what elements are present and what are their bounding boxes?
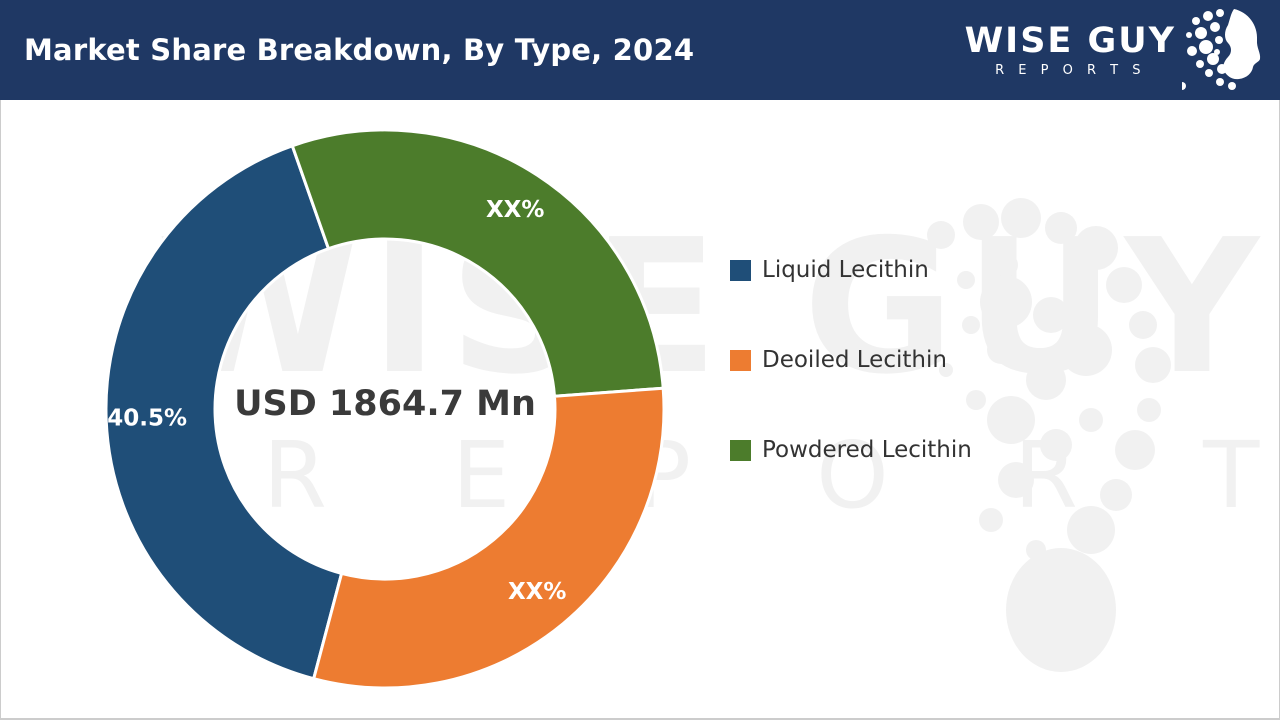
legend-item-deoiled-lecithin: Deoiled Lecithin (730, 347, 972, 373)
wise-guy-logo: WISE GUY R E P O R T S (965, 7, 1262, 93)
legend-swatch-deoiled-lecithin (730, 349, 751, 371)
watermark-head-icon (896, 198, 1171, 672)
donut-chart: 40.5% XX% XX% (104, 128, 666, 690)
chart-center-value: USD 1864.7 Mn (234, 384, 536, 424)
page-title: Market Share Breakdown, By Type, 2024 (24, 33, 695, 67)
legend: Liquid Lecithin Deoiled Lecithin Powdere… (730, 257, 972, 528)
legend-swatch-liquid-lecithin (730, 259, 751, 281)
donut-slice-powdered-lecithin (290, 128, 665, 398)
legend-swatch-powdered-lecithin (730, 439, 751, 461)
slice-label-liquid-lecithin: 40.5% (107, 406, 187, 432)
donut-slice-deoiled-lecithin (311, 386, 666, 690)
logo-head-icon (1182, 9, 1261, 90)
donut-slice-liquid-lecithin (104, 143, 344, 681)
header: Market Share Breakdown, By Type, 2024 WI… (0, 0, 1280, 100)
chart-area: WISE GUY R E P O R T S 40.5%XX%XX% USD 1… (0, 100, 1280, 720)
logo-wordmark: WISE GUY R E P O R T S (964, 20, 1176, 78)
legend-label-powdered-lecithin: Powdered Lecithin (762, 437, 972, 463)
legend-item-powdered-lecithin: Powdered Lecithin (730, 437, 972, 463)
logo-subtitle: R E P O R T S (995, 62, 1146, 78)
slice-label-deoiled-lecithin: XX% (508, 579, 567, 605)
legend-item-liquid-lecithin: Liquid Lecithin (730, 257, 972, 283)
logo-title: WISE GUY (964, 20, 1176, 61)
slice-label-powdered-lecithin: XX% (486, 197, 545, 223)
legend-label-liquid-lecithin: Liquid Lecithin (762, 257, 929, 283)
legend-label-deoiled-lecithin: Deoiled Lecithin (762, 347, 947, 373)
